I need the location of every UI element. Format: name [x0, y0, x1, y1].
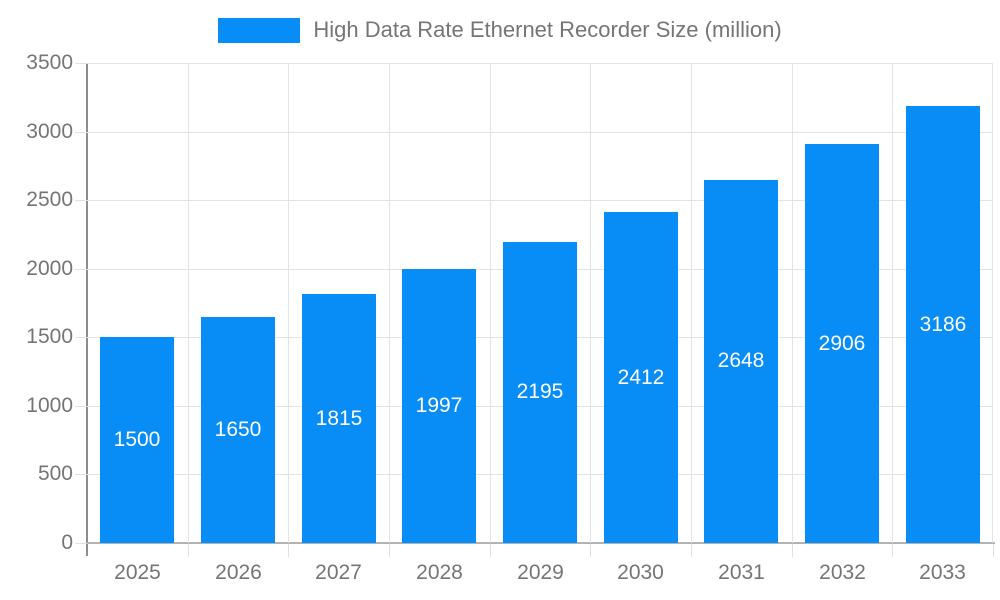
bar-value-label: 2648	[717, 349, 765, 373]
y-axis-tick	[75, 63, 87, 64]
x-axis-tick-label: 2026	[215, 561, 262, 584]
y-axis-tick	[75, 337, 87, 339]
y-axis-tick-label: 3500	[26, 51, 73, 74]
bar: 2412	[604, 212, 678, 543]
x-axis-tick-label: 2028	[416, 561, 463, 584]
v-gridline	[288, 63, 289, 543]
x-axis-tick-label: 2029	[517, 561, 564, 584]
bar: 1500	[100, 337, 174, 543]
y-axis-tick-label: 1500	[26, 325, 73, 349]
x-axis-tick-label: 2030	[617, 561, 664, 584]
chart-legend: High Data Rate Ethernet Recorder Size (m…	[0, 17, 1000, 43]
x-axis-tick	[288, 544, 289, 557]
bar: 2648	[704, 179, 778, 543]
y-axis-tick	[75, 543, 87, 544]
bar-value-label: 1500	[113, 428, 161, 452]
bar: 1815	[302, 294, 376, 543]
v-gridline	[992, 63, 993, 543]
x-axis-tick	[490, 544, 491, 557]
bar: 2906	[805, 144, 879, 543]
y-axis-tick-label: 0	[61, 531, 73, 554]
x-axis-tick-label: 2027	[315, 561, 362, 584]
bar-value-label: 3186	[919, 312, 967, 336]
x-axis-tick	[993, 544, 994, 557]
x-axis-tick-label: 2033	[919, 561, 966, 584]
y-axis-tick	[75, 200, 87, 202]
x-axis-line	[87, 542, 995, 544]
bar: 2195	[503, 241, 577, 543]
v-gridline	[590, 63, 591, 543]
x-axis-tick	[892, 544, 893, 557]
h-gridline	[87, 200, 993, 202]
x-axis-tick	[792, 544, 793, 557]
y-axis-tick	[75, 474, 87, 476]
legend-swatch-icon	[218, 17, 301, 43]
bar: 3186	[906, 106, 980, 543]
v-gridline	[691, 63, 692, 543]
chart-title: High Data Rate Ethernet Recorder Size (m…	[313, 17, 782, 42]
y-axis-tick-label: 2500	[26, 188, 73, 212]
v-gridline	[792, 63, 793, 543]
h-gridline	[87, 63, 993, 64]
x-axis-tick	[691, 544, 692, 557]
y-axis-tick	[75, 268, 87, 270]
v-gridline	[188, 63, 189, 543]
y-axis-tick	[75, 131, 87, 133]
bar-value-label: 1997	[415, 394, 463, 418]
y-axis-tick-label: 3000	[26, 119, 73, 143]
y-axis-tick-label: 500	[37, 462, 73, 486]
bar-value-label: 2195	[516, 380, 564, 404]
x-axis-tick-label: 2025	[114, 561, 161, 584]
x-axis-tick	[188, 544, 189, 557]
x-axis-tick	[389, 544, 390, 557]
y-axis-tick	[75, 405, 87, 407]
x-axis-tick-label: 2032	[819, 561, 866, 584]
plot-area: 1500 1650 1815 1997 2195 2412 2648 2906 3186	[87, 63, 993, 543]
v-gridline	[490, 63, 491, 543]
bar-value-label: 1815	[315, 406, 363, 430]
bar: 1650	[201, 316, 275, 543]
y-axis-tick-label: 1000	[26, 393, 73, 417]
y-axis-line	[86, 63, 88, 556]
bar-value-label: 2412	[617, 365, 665, 389]
bar-value-label: 2906	[818, 331, 866, 355]
v-gridline	[389, 63, 390, 543]
x-axis-tick	[590, 544, 591, 557]
y-axis-tick-label: 2000	[26, 256, 73, 280]
bar: 1997	[402, 269, 476, 543]
h-gridline	[87, 131, 993, 133]
v-gridline	[892, 63, 893, 543]
bar-value-label: 1650	[214, 417, 262, 441]
x-axis-tick-label: 2031	[718, 561, 765, 584]
